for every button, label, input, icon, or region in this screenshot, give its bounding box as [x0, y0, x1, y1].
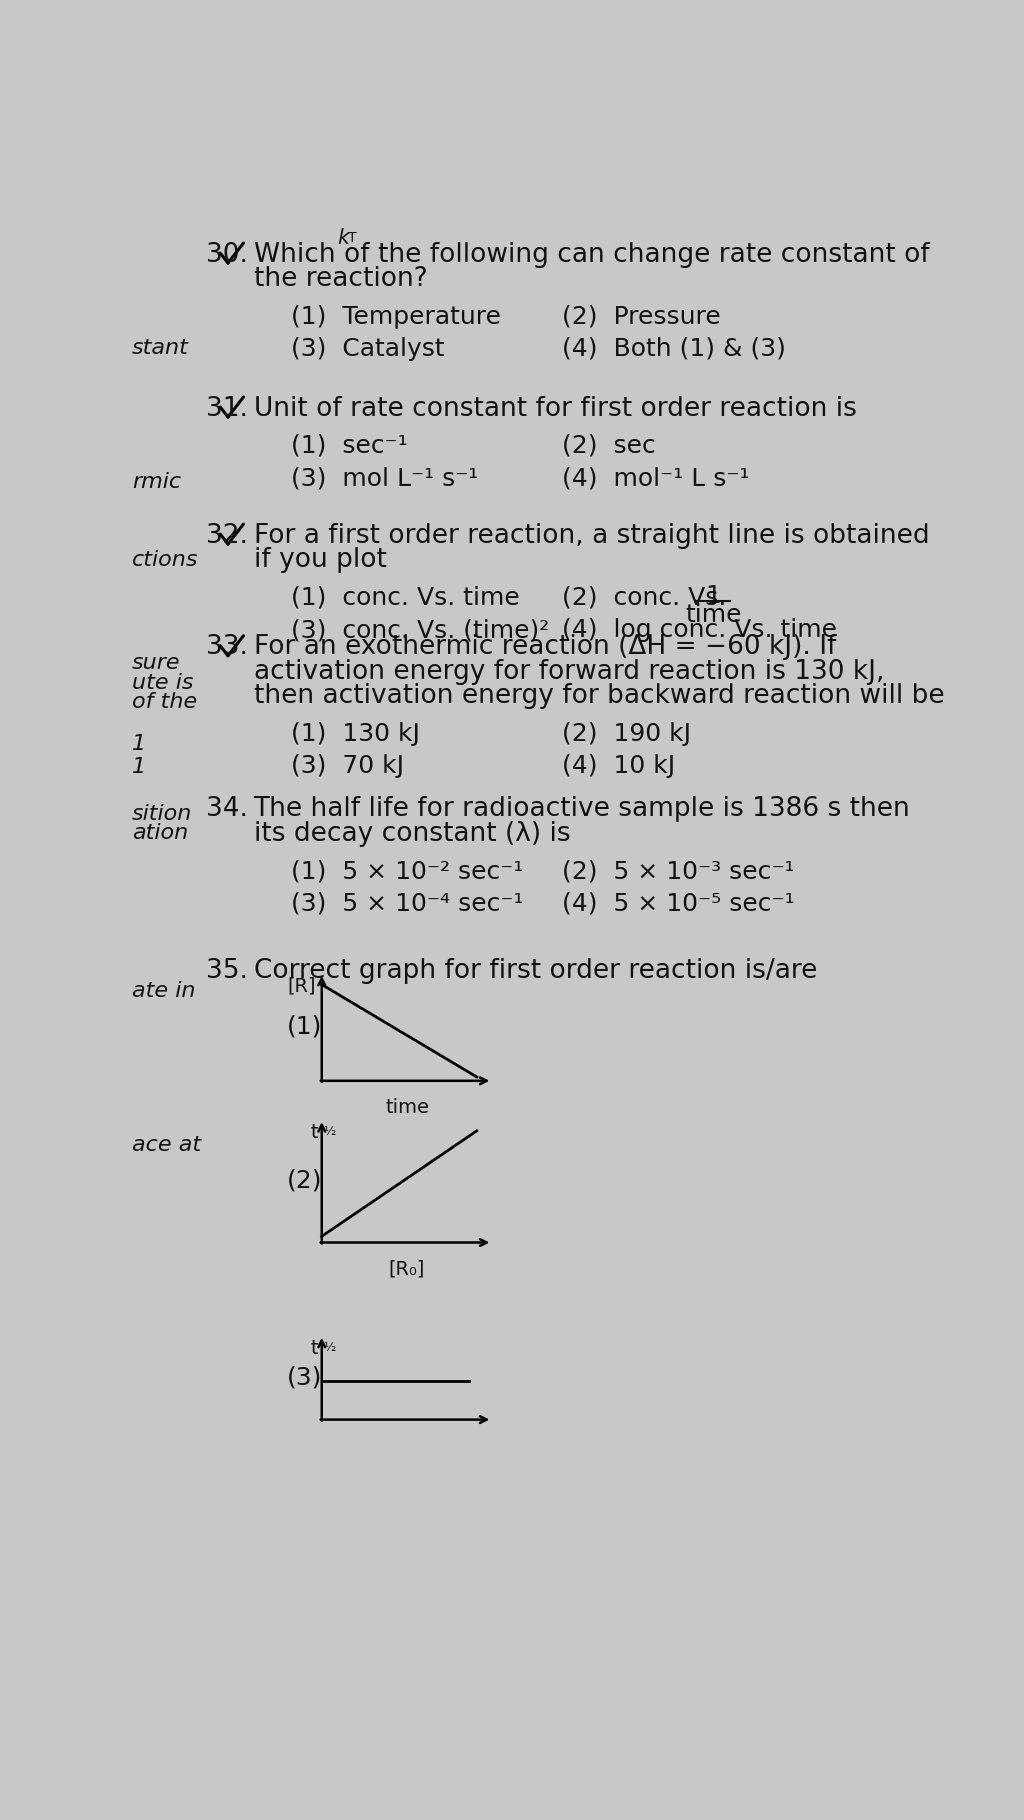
Text: ace at: ace at [132, 1134, 201, 1154]
Text: T: T [348, 231, 356, 244]
Text: ate in: ate in [132, 981, 196, 1001]
Text: (2)  sec: (2) sec [562, 433, 655, 459]
Text: Which of the following can change rate constant of: Which of the following can change rate c… [254, 242, 930, 268]
Text: For an exothermic reaction (ΔH = −60 kJ). If: For an exothermic reaction (ΔH = −60 kJ)… [254, 633, 836, 661]
Text: rmic: rmic [132, 473, 181, 493]
Text: (2)  Pressure: (2) Pressure [562, 304, 721, 329]
Text: t: t [310, 1340, 317, 1358]
Text: ½: ½ [324, 1125, 336, 1139]
Text: (4)  5 × 10⁻⁵ sec⁻¹: (4) 5 × 10⁻⁵ sec⁻¹ [562, 892, 795, 915]
Text: time: time [385, 1097, 429, 1117]
Text: (3)  Catalyst: (3) Catalyst [291, 337, 444, 360]
Text: ½: ½ [324, 1341, 336, 1354]
Text: its decay constant (λ) is: its decay constant (λ) is [254, 821, 570, 846]
Text: [R]: [R] [287, 977, 315, 996]
Text: of the: of the [132, 692, 198, 712]
Text: (2): (2) [287, 1168, 323, 1192]
Text: Unit of rate constant for first order reaction is: Unit of rate constant for first order re… [254, 395, 856, 422]
Text: (1): (1) [287, 1016, 323, 1039]
Text: 1: 1 [706, 584, 721, 608]
Text: [R₀]: [R₀] [389, 1259, 425, 1278]
Text: (4)  mol⁻¹ L s⁻¹: (4) mol⁻¹ L s⁻¹ [562, 466, 750, 490]
Text: The half life for radioactive sample is 1386 s then: The half life for radioactive sample is … [254, 795, 910, 823]
Text: 32.: 32. [206, 522, 248, 548]
Text: (4)  log conc. Vs. time: (4) log conc. Vs. time [562, 619, 837, 642]
Text: (3): (3) [287, 1365, 323, 1389]
Text: (1)  5 × 10⁻² sec⁻¹: (1) 5 × 10⁻² sec⁻¹ [291, 859, 523, 883]
Text: For a first order reaction, a straight line is obtained: For a first order reaction, a straight l… [254, 522, 929, 548]
Text: (2)  190 kJ: (2) 190 kJ [562, 723, 691, 746]
Text: ctions: ctions [132, 550, 199, 570]
Text: (2)  conc. Vs.: (2) conc. Vs. [562, 586, 726, 610]
Text: (1)  conc. Vs. time: (1) conc. Vs. time [291, 586, 519, 610]
Text: sure: sure [132, 653, 180, 673]
Text: ation: ation [132, 823, 188, 843]
Text: 30.: 30. [206, 242, 248, 268]
Text: time: time [685, 602, 741, 626]
Text: (3)  5 × 10⁻⁴ sec⁻¹: (3) 5 × 10⁻⁴ sec⁻¹ [291, 892, 523, 915]
Text: the reaction?: the reaction? [254, 266, 427, 293]
Text: 34.: 34. [206, 795, 248, 823]
Text: ute is: ute is [132, 673, 194, 693]
Text: 35.: 35. [206, 957, 248, 983]
Text: k: k [337, 228, 349, 248]
Text: activation energy for forward reaction is 130 kJ,: activation energy for forward reaction i… [254, 659, 884, 684]
Text: (3)  conc. Vs. (time)²: (3) conc. Vs. (time)² [291, 619, 549, 642]
Text: (3)  70 kJ: (3) 70 kJ [291, 753, 403, 779]
Text: then activation energy for backward reaction will be: then activation energy for backward reac… [254, 684, 944, 710]
Text: 1: 1 [132, 733, 146, 753]
Text: Correct graph for first order reaction is/are: Correct graph for first order reaction i… [254, 957, 817, 983]
Text: (1)  sec⁻¹: (1) sec⁻¹ [291, 433, 408, 459]
Text: (2)  5 × 10⁻³ sec⁻¹: (2) 5 × 10⁻³ sec⁻¹ [562, 859, 795, 883]
Text: (4)  Both (1) & (3): (4) Both (1) & (3) [562, 337, 785, 360]
Text: 1: 1 [132, 757, 146, 777]
Text: (3)  mol L⁻¹ s⁻¹: (3) mol L⁻¹ s⁻¹ [291, 466, 478, 490]
Text: (4)  10 kJ: (4) 10 kJ [562, 753, 675, 779]
Text: 31.: 31. [206, 395, 248, 422]
Text: t: t [310, 1123, 317, 1143]
Text: (1)  Temperature: (1) Temperature [291, 304, 501, 329]
Text: stant: stant [132, 339, 188, 359]
Text: 33.: 33. [206, 633, 248, 661]
Text: sition: sition [132, 804, 193, 824]
Text: if you plot: if you plot [254, 548, 386, 573]
Text: (1)  130 kJ: (1) 130 kJ [291, 723, 420, 746]
